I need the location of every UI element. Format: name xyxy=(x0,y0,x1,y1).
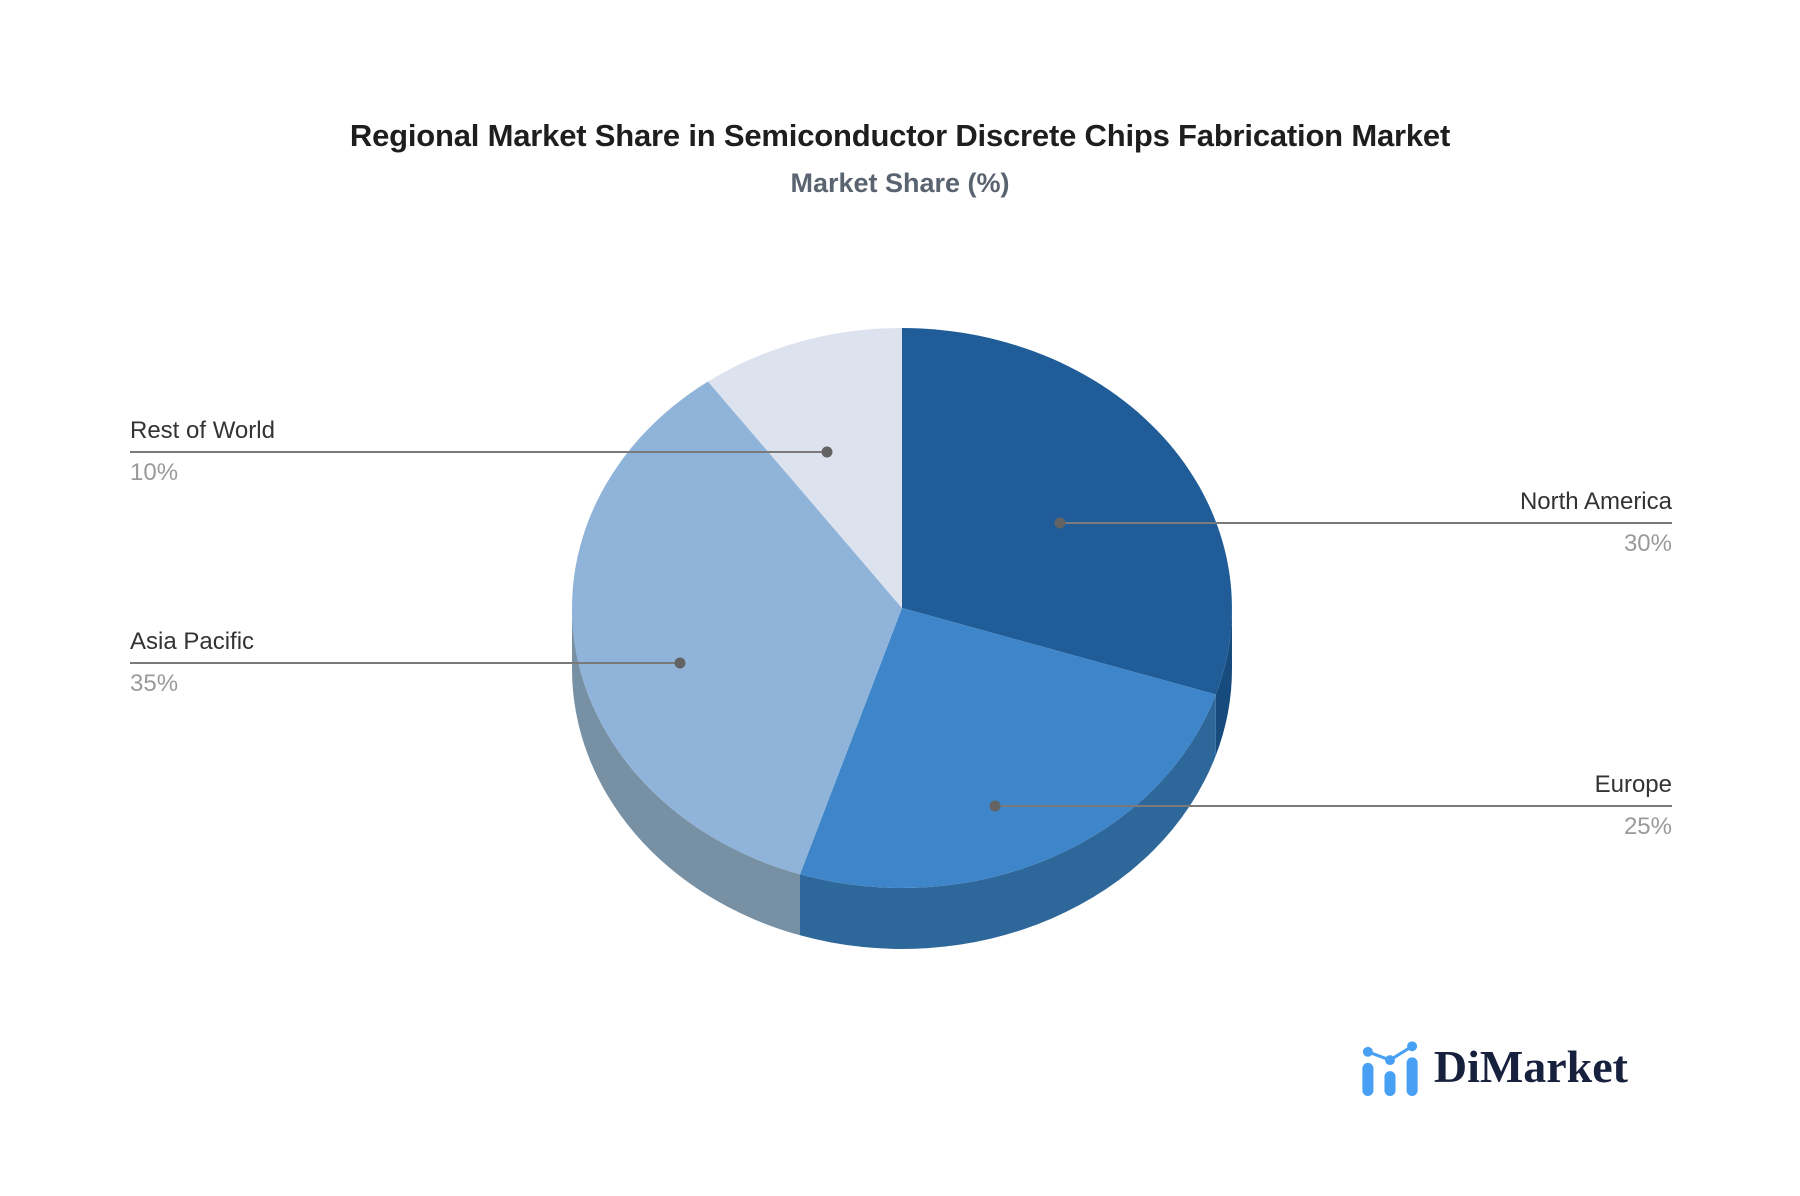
pie-slice-side-europe xyxy=(800,694,1216,949)
slice-percentage-north-america: 30% xyxy=(1623,530,1672,557)
pie-slice-side-asia-pacific xyxy=(571,608,800,936)
pie-slice-rest-of-world xyxy=(708,328,902,608)
bar-chart-logo-icon xyxy=(1362,1041,1418,1096)
anchor-dot-north-america xyxy=(1054,517,1066,529)
pie-slice-europe xyxy=(800,608,1216,888)
slice-label-rest-of-world: Rest of World xyxy=(130,417,275,444)
pie-slice-north-america xyxy=(902,328,1232,695)
slice-label-europe: Europe xyxy=(1594,771,1672,798)
slice-percentage-asia-pacific: 35% xyxy=(130,670,179,697)
pie-slice-asia-pacific xyxy=(571,381,902,875)
chart-title: Regional Market Share in Semiconductor D… xyxy=(349,118,1451,153)
slice-percentage-europe: 25% xyxy=(1623,813,1672,840)
anchor-dot-asia-pacific xyxy=(674,657,686,669)
brand-logo: DiMarket xyxy=(1359,1038,1628,1096)
slice-label-north-america: North America xyxy=(1519,488,1672,515)
slice-label-asia-pacific: Asia Pacific xyxy=(130,628,255,655)
chart-subtitle: Market Share (%) xyxy=(790,168,1010,198)
slice-percentage-rest-of-world: 10% xyxy=(130,459,179,486)
brand-logo-text: DiMarket xyxy=(1433,1041,1628,1092)
pie-slice-side-north-america xyxy=(1215,608,1232,756)
anchor-dot-rest-of-world xyxy=(821,446,833,458)
anchor-dot-europe xyxy=(989,800,1001,812)
